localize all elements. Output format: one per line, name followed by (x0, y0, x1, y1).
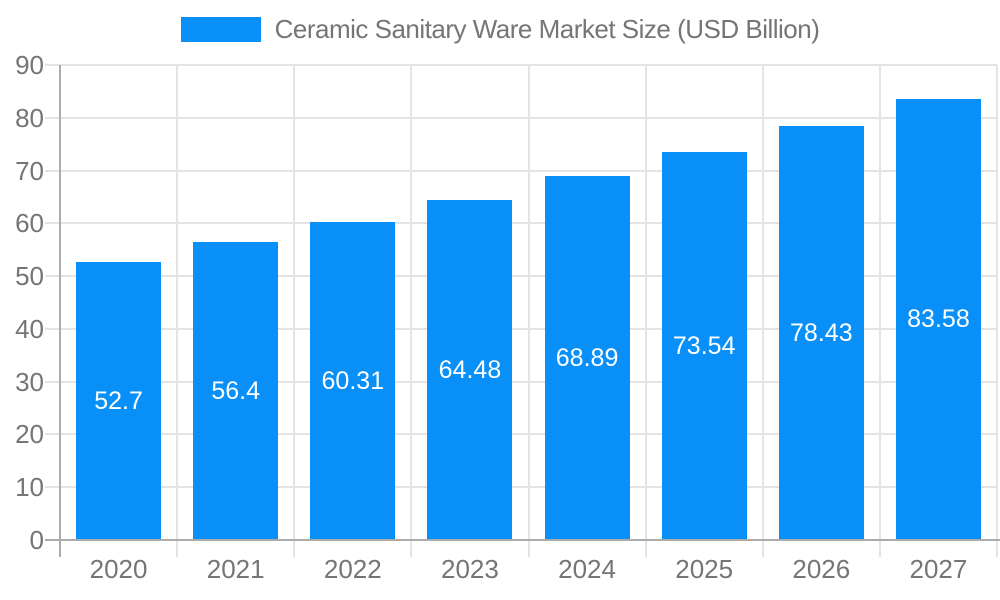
y-axis-label: 20 (15, 419, 44, 450)
v-gridline (410, 65, 413, 540)
y-axis-line (59, 65, 61, 557)
x-axis-tick (996, 540, 998, 557)
v-gridline (527, 65, 530, 540)
bar-2026[interactable] (778, 126, 864, 539)
y-axis-label: 0 (29, 525, 44, 555)
y-axis-label: 60 (15, 208, 44, 239)
y-axis-label: 40 (15, 313, 44, 344)
v-gridline (761, 65, 764, 540)
legend-swatch[interactable] (180, 17, 261, 42)
y-axis-tick (45, 116, 60, 119)
x-axis-label: 2026 (792, 554, 851, 584)
x-axis-label: 2027 (909, 554, 968, 584)
x-axis-line (60, 539, 1000, 541)
x-axis-label: 2021 (206, 554, 265, 584)
y-axis-tick (45, 539, 60, 541)
v-gridline (996, 65, 998, 540)
legend-label[interactable]: Ceramic Sanitary Ware Market Size (USD B… (274, 14, 820, 44)
x-axis-tick (293, 540, 296, 557)
y-axis-tick (45, 169, 60, 172)
y-axis-tick (45, 380, 60, 383)
v-gridline (878, 65, 881, 540)
x-axis-tick (761, 540, 764, 557)
y-axis-tick (45, 222, 60, 225)
x-axis-label: 2020 (89, 554, 148, 584)
x-axis-label: 2023 (441, 554, 499, 584)
x-axis-label: 2022 (323, 554, 382, 584)
bar-2023[interactable] (427, 199, 513, 539)
bar-2027[interactable] (895, 98, 981, 539)
x-axis-label: 2025 (675, 554, 734, 584)
legend[interactable]: Ceramic Sanitary Ware Market Size (USD B… (0, 14, 1000, 45)
x-axis-tick (878, 540, 881, 557)
bar-2025[interactable] (661, 151, 747, 539)
bar-2024[interactable] (544, 176, 630, 539)
y-axis-label: 90 (15, 50, 44, 80)
x-axis-tick (527, 540, 530, 557)
y-axis-tick (45, 327, 60, 330)
y-axis-tick (45, 275, 60, 278)
x-axis-tick (410, 540, 413, 557)
bar-2021[interactable] (193, 242, 279, 539)
y-axis-label: 10 (15, 472, 44, 503)
y-axis-label: 80 (15, 102, 44, 133)
y-axis-tick (45, 64, 60, 66)
x-axis-tick (176, 540, 179, 557)
y-axis-label: 30 (15, 366, 44, 397)
v-gridline (644, 65, 647, 540)
v-gridline (293, 65, 296, 540)
x-axis-tick (644, 540, 647, 557)
bar-2020[interactable] (76, 261, 162, 539)
y-axis-tick (45, 433, 60, 436)
y-axis-tick (45, 486, 60, 489)
bar-2022[interactable] (310, 221, 396, 539)
y-axis-label: 50 (15, 261, 44, 292)
x-axis-label: 2024 (558, 554, 616, 584)
y-axis-label: 70 (15, 155, 44, 186)
v-gridline (176, 65, 179, 540)
